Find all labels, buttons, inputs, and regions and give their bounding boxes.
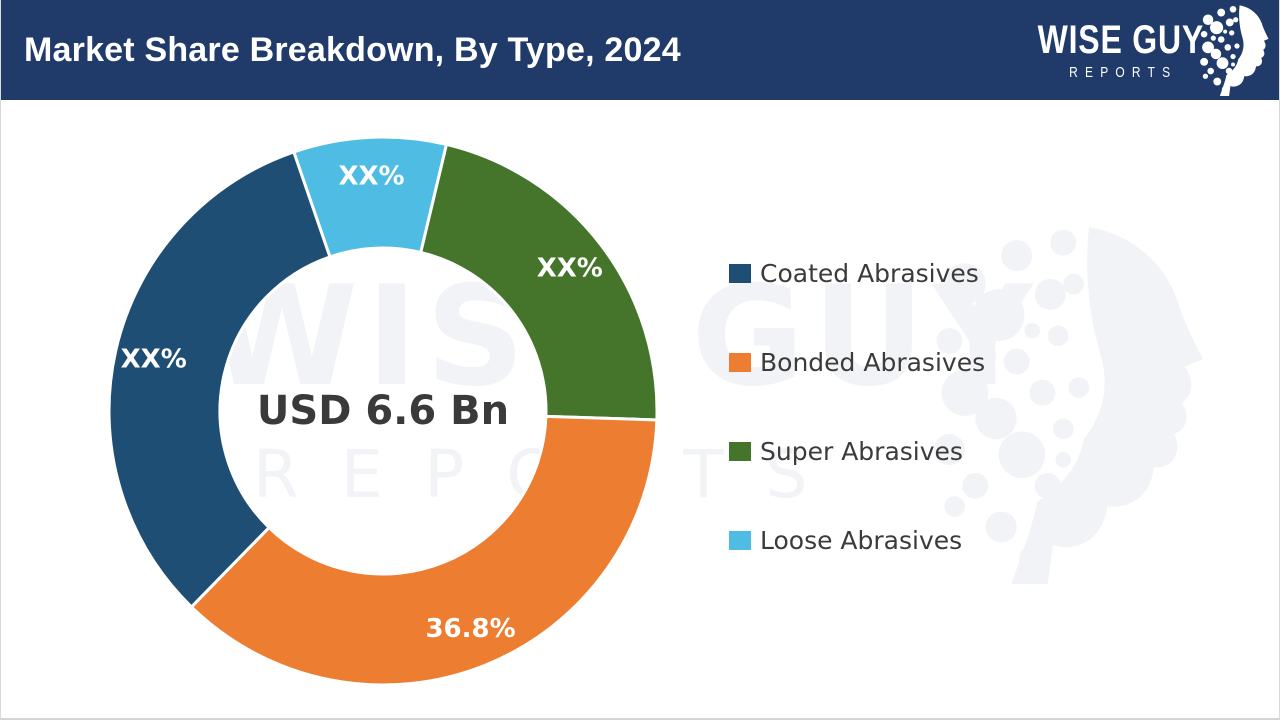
page-title: Market Share Breakdown, By Type, 2024 — [24, 30, 681, 69]
logo-wordmark: WISE GUY REPORTS — [1038, 20, 1204, 81]
legend-swatch-coated — [729, 263, 751, 283]
legend-swatch-super — [729, 441, 751, 461]
logo-head-icon — [1198, 4, 1272, 96]
legend-item-bonded: Bonded Abrasives — [729, 347, 985, 377]
legend-label-super: Super Abrasives — [760, 436, 963, 466]
legend-label-bonded: Bonded Abrasives — [760, 347, 986, 377]
legend-swatch-bonded — [729, 352, 751, 372]
legend-label-coated: Coated Abrasives — [760, 258, 979, 288]
legend-item-super: Super Abrasives — [729, 436, 985, 466]
donut-segment-coated-abrasives — [107, 150, 332, 609]
donut-segment-super-abrasives — [419, 142, 659, 422]
legend-item-loose: Loose Abrasives — [729, 525, 985, 555]
brand-logo: WISE GUY REPORTS — [996, 4, 1272, 96]
header-bar: Market Share Breakdown, By Type, 2024 WI… — [1, 0, 1279, 100]
legend-label-loose: Loose Abrasives — [760, 525, 963, 555]
segment-value-label: XX% — [121, 344, 187, 374]
logo-wordmark-main: WISE GUY — [1037, 17, 1204, 62]
legend-swatch-loose — [729, 530, 751, 550]
segment-value-label: XX% — [537, 253, 603, 283]
chart-center-value: USD 6.6 Bn — [257, 388, 509, 434]
donut-segment-bonded-abrasives — [189, 414, 659, 687]
legend-item-coated: Coated Abrasives — [729, 258, 985, 288]
segment-value-label: 36.8% — [425, 614, 515, 644]
segment-value-label: XX% — [338, 161, 404, 191]
donut-chart: XX% XX% 36.8% XX% USD 6.6 Bn — [107, 135, 659, 687]
legend: Coated Abrasives Bonded Abrasives Super … — [729, 258, 985, 614]
logo-wordmark-sub: REPORTS — [1069, 63, 1178, 81]
